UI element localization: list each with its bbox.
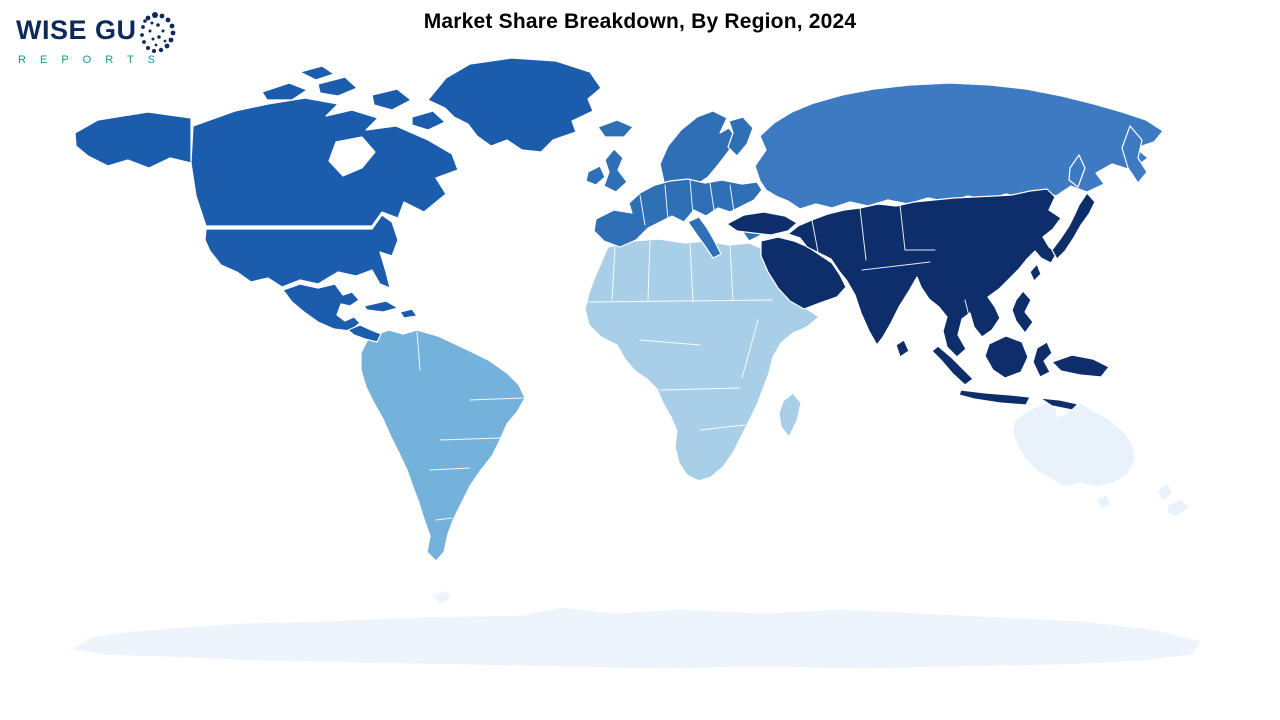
- logo-subtext: R E P O R T S: [18, 54, 160, 66]
- scandinavia-shape: [659, 110, 738, 188]
- south-america-shape: [360, 329, 526, 562]
- region-north-america: [74, 57, 602, 343]
- region-europe: [585, 110, 763, 259]
- finland-shape: [727, 116, 754, 157]
- europe-mainland-shape: [593, 178, 763, 248]
- asia-mainland-shape: [787, 188, 1062, 358]
- mexico-shape: [282, 283, 361, 332]
- arctic-island-shape: [317, 76, 358, 97]
- central-america-shape: [347, 324, 382, 343]
- new-guinea-shape: [1051, 354, 1110, 378]
- lesser-sunda-shape: [1039, 397, 1079, 411]
- region-russia-cis: [754, 82, 1164, 210]
- iceland-shape: [597, 119, 634, 138]
- arctic-island-shape: [411, 110, 446, 131]
- philippines-shape: [1011, 290, 1034, 334]
- russia-shape: [754, 82, 1164, 210]
- region-asia-pacific-middle-east: [726, 188, 1110, 411]
- region-south-america: [360, 329, 526, 562]
- java-shape: [958, 389, 1031, 406]
- hispaniola-shape: [399, 308, 418, 319]
- greenland-shape: [427, 57, 602, 153]
- madagascar-shape: [778, 392, 802, 438]
- australia-shape: [1012, 401, 1136, 488]
- kamchatka-shape: [1121, 125, 1148, 184]
- usa-shape: [204, 214, 399, 289]
- country-borders: [416, 179, 976, 521]
- sulawesi-shape: [1032, 341, 1053, 378]
- sri-lanka-shape: [895, 339, 910, 358]
- alaska-shape: [74, 111, 192, 169]
- region-oceania: [1012, 401, 1190, 518]
- arctic-island-shape: [299, 65, 335, 81]
- ireland-shape: [585, 165, 606, 186]
- wise-guy-reports-logo: WISE GU R E P O R T S: [16, 12, 176, 66]
- italy-shape: [687, 216, 722, 259]
- antarctica-shape: [71, 606, 1203, 670]
- chart-title: Market Share Breakdown, By Region, 2024: [423, 10, 857, 33]
- sumatra-shape: [931, 345, 974, 386]
- canada-shape: [190, 97, 459, 227]
- arctic-island-shape: [371, 88, 412, 111]
- logo-wordmark: WISE GU: [16, 15, 137, 45]
- arabian-peninsula-shape: [760, 236, 847, 310]
- japan-shape: [1051, 192, 1096, 260]
- borneo-shape: [984, 335, 1029, 379]
- taiwan-shape: [1029, 263, 1042, 282]
- new-zealand-south-shape: [1166, 498, 1190, 518]
- antarctic-peninsula-shape: [429, 589, 453, 605]
- dotted-head-icon: [140, 12, 176, 53]
- tasmania-shape: [1096, 494, 1112, 510]
- arctic-island-shape: [261, 82, 308, 101]
- new-zealand-north-shape: [1156, 482, 1174, 502]
- sakhalin-shape: [1068, 154, 1086, 188]
- cuba-shape: [363, 300, 399, 313]
- region-antarctica: [71, 589, 1203, 670]
- uk-shape: [603, 148, 628, 193]
- turkey-shape: [726, 211, 798, 236]
